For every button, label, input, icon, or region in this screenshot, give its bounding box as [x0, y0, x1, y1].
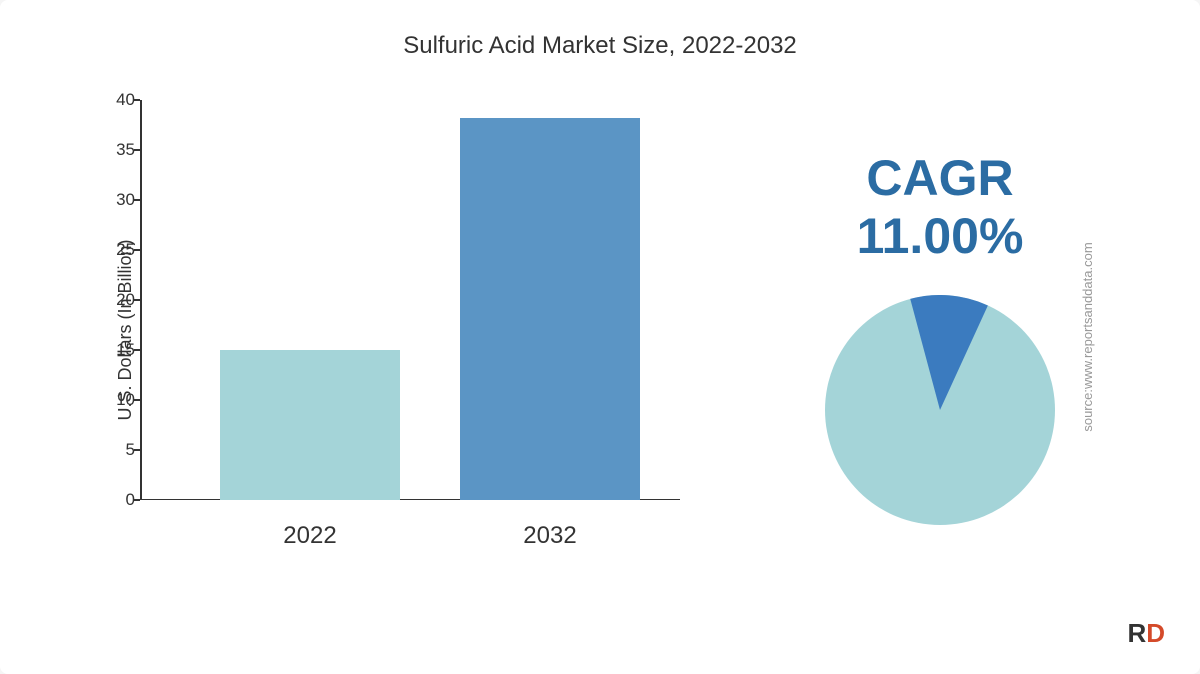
y-tick-mark: [134, 349, 140, 351]
cagr-word: CAGR: [857, 150, 1024, 208]
pie-svg: [825, 295, 1055, 525]
cagr-value: 11.00%: [857, 208, 1024, 266]
y-tick-label: 5: [100, 440, 135, 460]
y-tick-mark: [134, 149, 140, 151]
x-tick-label: 2032: [523, 522, 576, 550]
y-tick-mark: [134, 199, 140, 201]
y-axis-line: [140, 100, 142, 500]
y-tick-mark: [134, 499, 140, 501]
y-tick-label: 10: [100, 390, 135, 410]
bar-chart-area: U.S. Dollars (In Billion) 05101520253035…: [80, 90, 700, 570]
y-tick-label: 35: [100, 140, 135, 160]
y-tick-mark: [134, 99, 140, 101]
y-tick-label: 30: [100, 190, 135, 210]
bar: [220, 350, 400, 500]
y-tick-mark: [134, 449, 140, 451]
logo-letter-r: R: [1127, 618, 1146, 648]
y-tick-label: 20: [100, 290, 135, 310]
brand-logo: RD: [1127, 618, 1165, 649]
y-tick-mark: [134, 399, 140, 401]
logo-letter-d: D: [1146, 618, 1165, 648]
source-attribution: source:www.reportsanddata.com: [1080, 242, 1095, 431]
x-tick-label: 2022: [283, 522, 336, 550]
y-tick-label: 40: [100, 90, 135, 110]
plot-region: 051015202530354020222032: [140, 100, 680, 500]
chart-container: Sulfuric Acid Market Size, 2022-2032 U.S…: [0, 0, 1200, 674]
bar: [460, 118, 640, 500]
y-tick-label: 0: [100, 490, 135, 510]
pie-chart: [825, 295, 1055, 530]
y-tick-mark: [134, 299, 140, 301]
chart-title: Sulfuric Acid Market Size, 2022-2032: [0, 0, 1200, 60]
right-panel: CAGR 11.00%: [700, 90, 1140, 614]
content-row: U.S. Dollars (In Billion) 05101520253035…: [0, 60, 1200, 654]
y-tick-label: 25: [100, 240, 135, 260]
y-tick-mark: [134, 249, 140, 251]
cagr-text: CAGR 11.00%: [857, 150, 1024, 265]
y-tick-label: 15: [100, 340, 135, 360]
